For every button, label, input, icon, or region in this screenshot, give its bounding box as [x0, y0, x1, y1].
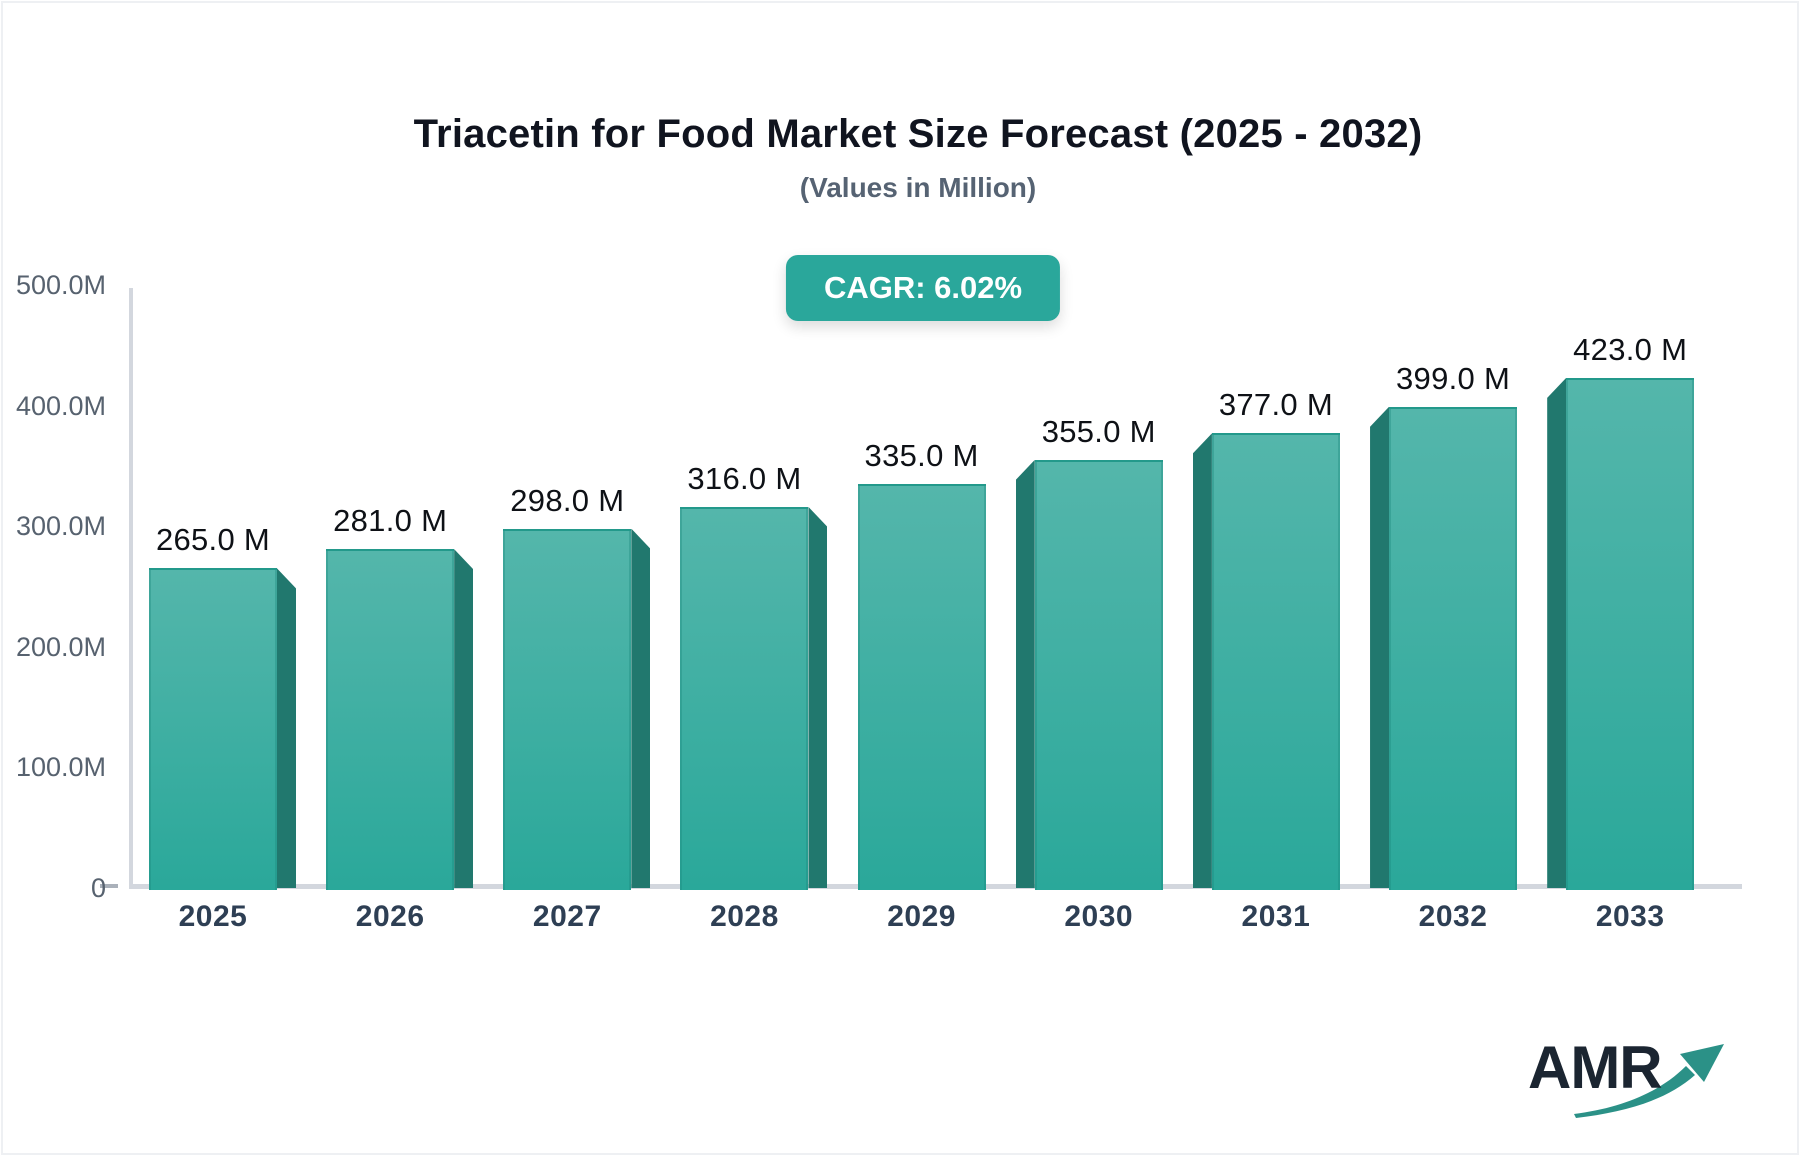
chart-title: Triacetin for Food Market Size Forecast …	[413, 112, 1423, 156]
x-axis-label: 2025	[178, 900, 248, 933]
bar	[1389, 406, 1518, 890]
x-axis-label: 2032	[1418, 900, 1488, 933]
bar-side-face	[454, 549, 474, 888]
bar-value-label: 355.0 M	[1041, 413, 1156, 449]
y-axis-line	[129, 288, 133, 886]
bar	[680, 506, 809, 890]
bar-side-face	[1015, 459, 1035, 888]
y-axis-label: 0	[90, 873, 106, 903]
cagr-badge-label: CAGR: 6.02%	[823, 270, 1023, 305]
y-axis-label: 100.0M	[15, 752, 106, 783]
x-axis-label: 2033	[1595, 900, 1665, 933]
chart-subtitle: (Values in Million)	[799, 172, 1037, 203]
cagr-badge: CAGR: 6.02%	[785, 255, 1061, 321]
bar-value-label: 399.0 M	[1395, 360, 1511, 396]
bar-side-face	[1370, 406, 1390, 888]
bar-value-label: 335.0 M	[864, 437, 979, 473]
bar	[1211, 433, 1340, 890]
y-axis-label: 300.0M	[15, 511, 106, 542]
bar	[1566, 377, 1695, 890]
bar-side-face	[1547, 377, 1567, 888]
bar-side-face	[808, 506, 828, 888]
bar-value-label: 265.0 M	[155, 522, 271, 558]
x-axis-label: 2031	[1241, 900, 1311, 933]
y-axis-label: 200.0M	[15, 631, 106, 662]
amr-logo-text: AMR	[1528, 1034, 1663, 1101]
y-axis-label: 400.0M	[15, 390, 106, 421]
x-axis-label: 2028	[710, 900, 779, 933]
bar-value-label: 423.0 M	[1573, 331, 1688, 367]
bar-value-label: 377.0 M	[1218, 387, 1333, 423]
zero-tick	[100, 884, 118, 888]
y-axis-label: 500.0M	[15, 270, 106, 300]
bar-value-label: 298.0 M	[510, 482, 625, 518]
bar	[326, 549, 455, 890]
x-axis-label: 2027	[532, 900, 602, 933]
x-axis-label: 2030	[1064, 900, 1134, 933]
bar-value-label: 281.0 M	[333, 503, 448, 539]
bar	[149, 568, 277, 890]
amr-logo: AMR	[1528, 1028, 1738, 1124]
x-axis-label: 2029	[887, 900, 956, 933]
bar	[1034, 459, 1163, 890]
logo-arrow-icon	[1574, 1044, 1724, 1118]
bar-value-label: 316.0 M	[687, 460, 802, 496]
bar-side-face	[631, 528, 651, 888]
bar-side-face	[277, 568, 296, 888]
bar	[503, 528, 632, 890]
bar-side-face	[1192, 433, 1212, 888]
bar	[857, 483, 986, 890]
x-axis-label: 2026	[355, 900, 425, 933]
